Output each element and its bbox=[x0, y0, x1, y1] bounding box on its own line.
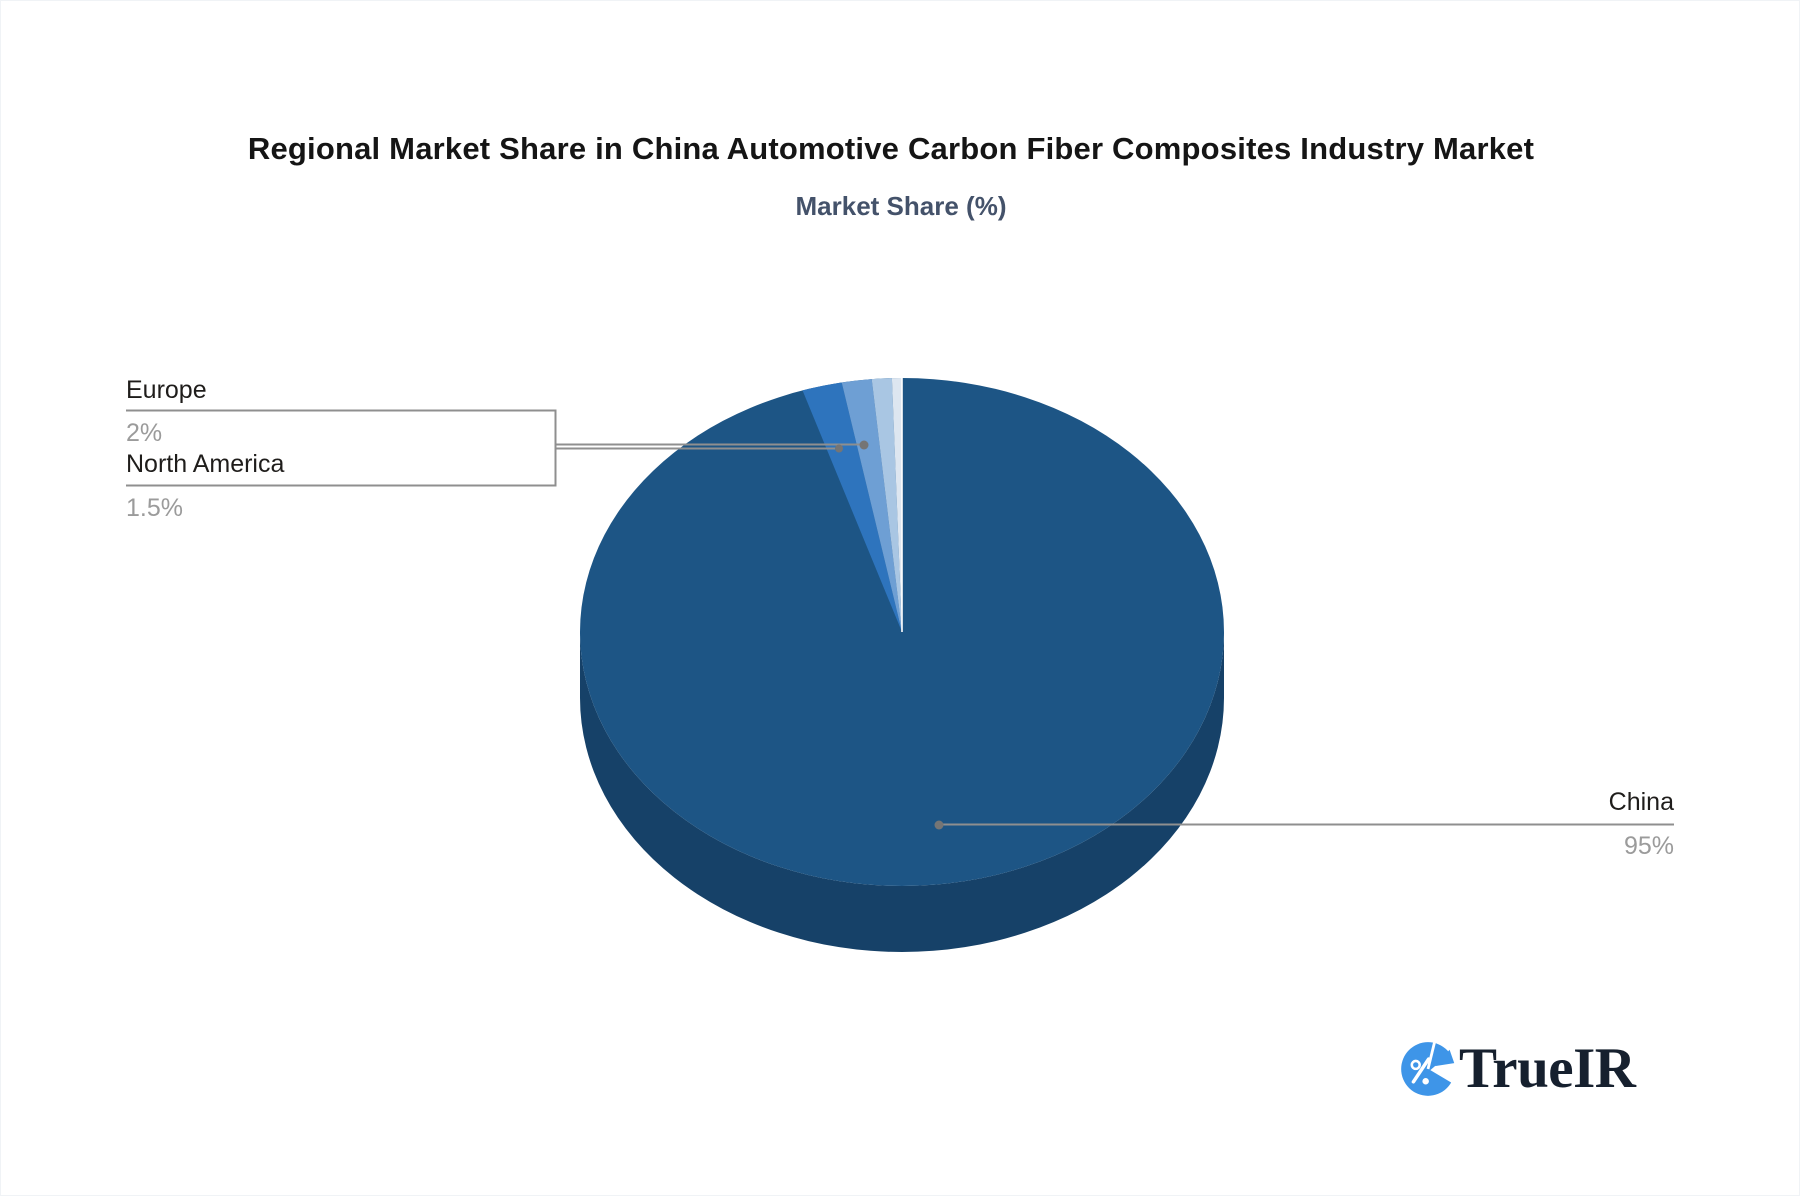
value-north-america: 1.5% bbox=[126, 494, 183, 522]
pie-depth bbox=[580, 632, 1224, 952]
value-china: 95% bbox=[1623, 832, 1674, 860]
chart-title: Regional Market Share in China Automotiv… bbox=[247, 131, 1535, 166]
logo-pie-chart-percent-icon bbox=[1401, 1042, 1456, 1096]
callout-dot-north-america bbox=[859, 440, 869, 450]
callout-lines-left bbox=[126, 409, 860, 487]
callout-dot-europe bbox=[835, 444, 843, 453]
value-europe: 2% bbox=[126, 419, 163, 447]
pie-slice-unlabeled-2[interactable] bbox=[891, 377, 902, 632]
pie-slice-unlabeled-1[interactable] bbox=[871, 378, 902, 632]
label-north-america: North America bbox=[126, 450, 285, 478]
label-china: China bbox=[1608, 788, 1674, 816]
pie-slice-north-america[interactable] bbox=[841, 379, 902, 632]
logo-text: TrueIR bbox=[1459, 1037, 1636, 1100]
callout-dot-china bbox=[934, 820, 944, 830]
label-europe: Europe bbox=[126, 376, 207, 404]
logo: TrueIR bbox=[1400, 1037, 1636, 1100]
chart-subtitle: Market Share (%) bbox=[795, 191, 1007, 221]
